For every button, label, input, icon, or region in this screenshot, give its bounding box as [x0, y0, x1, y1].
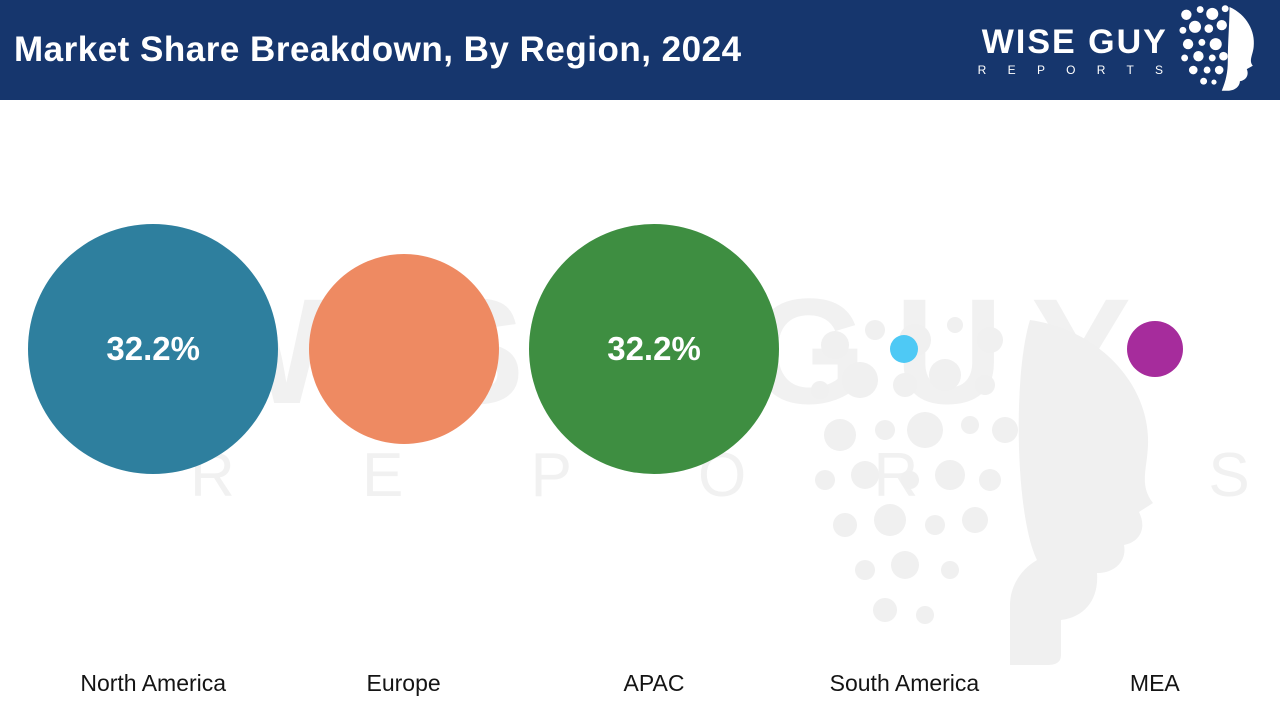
category-label-mea: MEA: [1129, 670, 1180, 696]
bubble-value-label-north-america: 32.2%: [106, 330, 200, 367]
category-label-europe: Europe: [366, 670, 441, 696]
page-title: Market Share Breakdown, By Region, 2024: [14, 30, 742, 69]
wiseguy-logo-line2: R E P O R T S: [977, 62, 1172, 77]
bubble-value-label-apac: 32.2%: [607, 330, 701, 367]
wiseguy-head-icon: [1176, 2, 1258, 99]
wiseguy-logo-line1: WISE GUY: [981, 22, 1168, 61]
bubble-europe: [308, 254, 499, 444]
bubble-column-north-america: 32.2% North America: [28, 100, 279, 720]
bubble-column-apac: 32.2% APAC: [529, 100, 780, 720]
bubble-column-europe: Europe: [278, 100, 528, 720]
bubble-column-south-america: South America: [779, 100, 1029, 720]
category-label-north-america: North America: [80, 670, 227, 696]
bubble-column-mea: MEA: [1030, 100, 1280, 720]
bubble-north-america: 32.2%: [28, 224, 279, 474]
category-label-apac: APAC: [623, 670, 685, 696]
wiseguy-logo: WISE GUY R E P O R T S: [978, 2, 1258, 99]
header-bar: Market Share Breakdown, By Region, 2024 …: [0, 0, 1280, 100]
wiseguy-logo-text: WISE GUY R E P O R T S: [978, 25, 1172, 76]
bubble-south-america: [890, 335, 919, 363]
bubble-mea: [1126, 321, 1183, 377]
bubble-apac: 32.2%: [529, 224, 780, 474]
bubble-row: 32.2% North America Europe 32.2% APAC So…: [0, 100, 1280, 720]
chart-area: WISE GUY R E P O R T S 32.2% North Ameri…: [0, 100, 1280, 720]
category-label-south-america: South America: [829, 670, 980, 696]
